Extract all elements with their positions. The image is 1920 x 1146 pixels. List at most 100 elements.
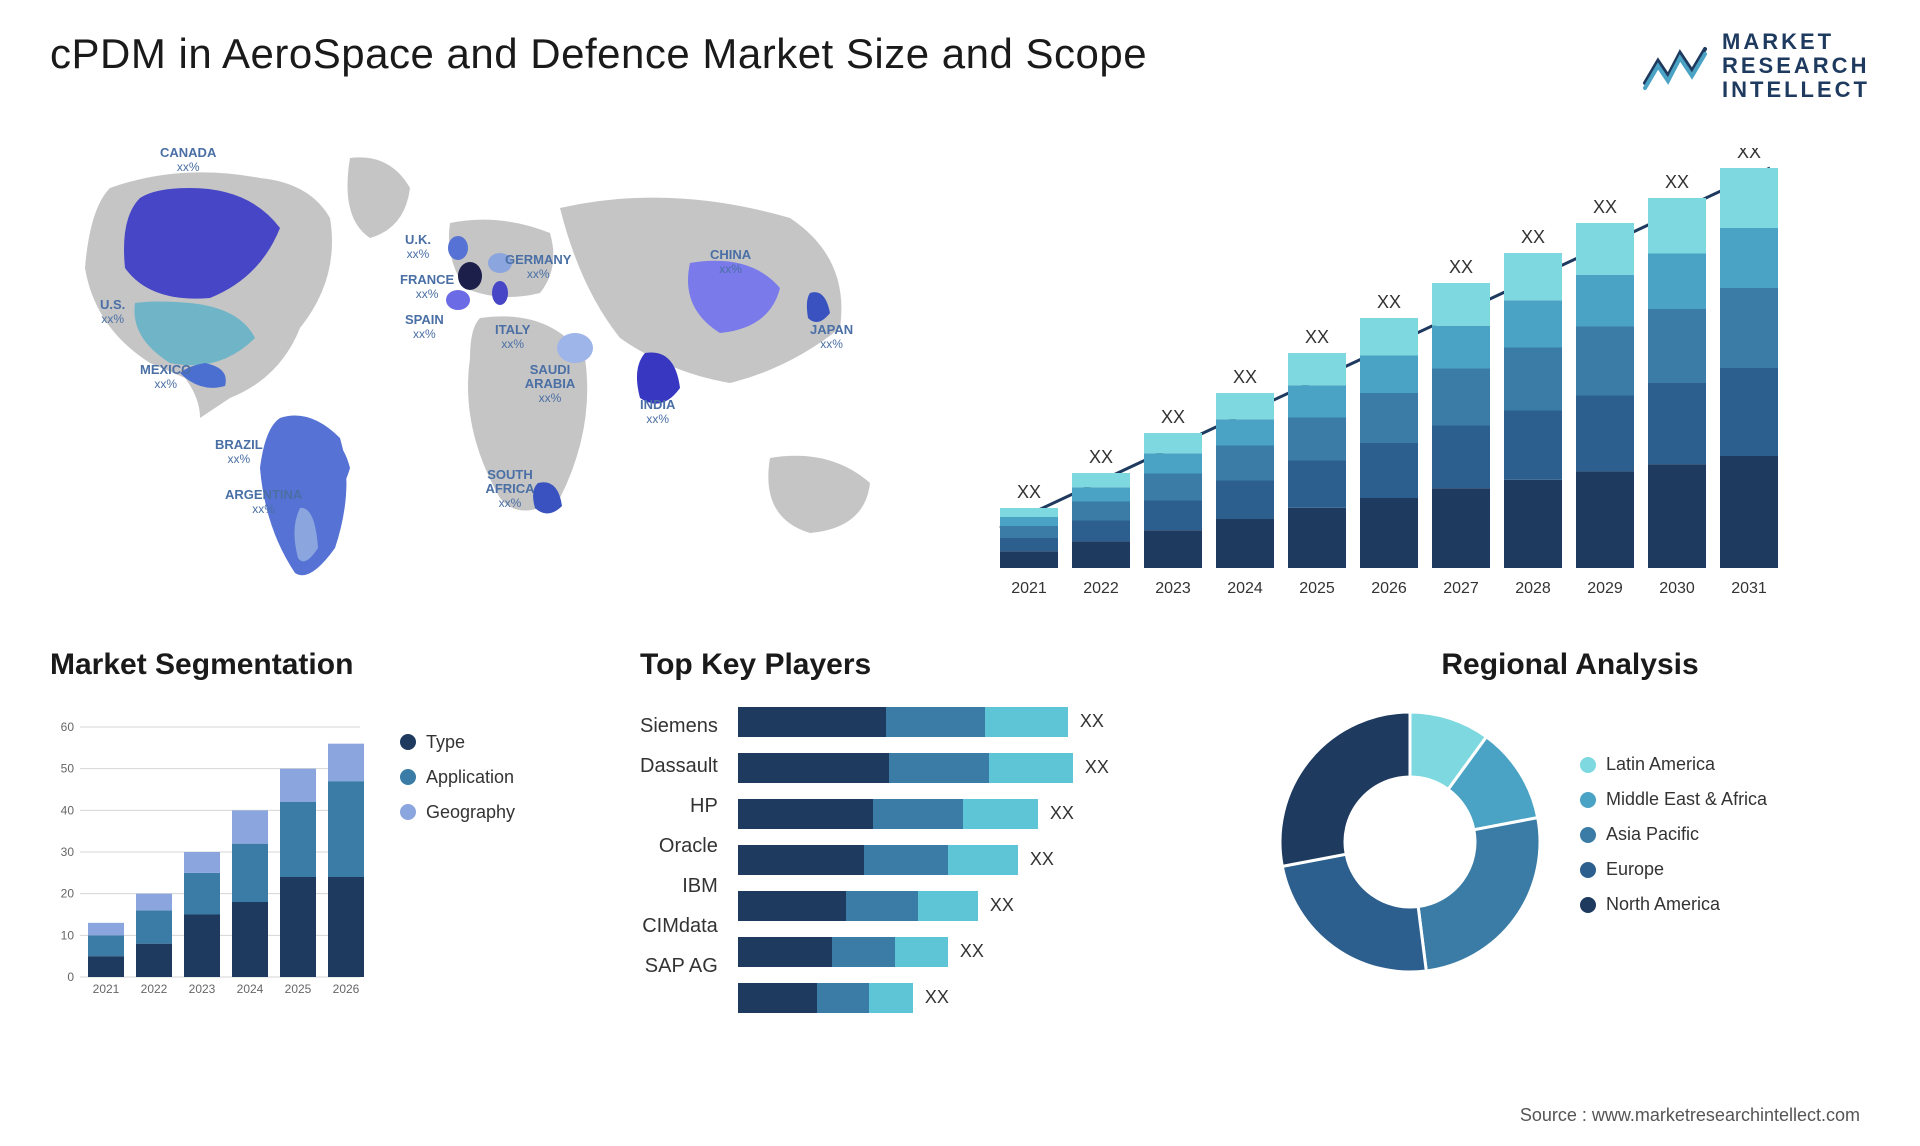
legend-label: Application [426,767,514,788]
player-value: XX [925,987,949,1008]
svg-text:XX: XX [1161,407,1185,427]
donut-svg [1270,702,1550,982]
player-name: IBM [640,866,718,906]
player-name: Oracle [640,826,718,866]
svg-text:2022: 2022 [1083,580,1119,597]
map-label: SPAINxx% [405,313,444,342]
player-bar-row: XX [738,932,1240,972]
map-label: FRANCExx% [400,273,454,302]
segmentation-legend: Type Application Geography [400,702,610,1002]
player-bar-segment [869,983,913,1013]
player-bar-segment [918,891,978,921]
svg-text:XX: XX [1665,172,1689,192]
player-bar-segment [738,937,833,967]
map-label: INDIAxx% [640,398,675,427]
map-label: CHINAxx% [710,248,751,277]
player-bar [738,845,1018,875]
map-italy [492,281,508,305]
player-bar-segment [948,845,1018,875]
legend-dot [1580,862,1596,878]
map-saudi [557,333,593,363]
map-label: JAPANxx% [810,323,853,352]
player-bar-segment [817,983,870,1013]
header: cPDM in AeroSpace and Defence Market Siz… [50,30,1870,103]
regional-legend: Latin America Middle East & Africa Asia Pa… [1580,754,1870,929]
logo-line2: RESEARCH [1722,54,1870,78]
legend-dot [1580,792,1596,808]
legend-label: Latin America [1606,754,1715,775]
svg-text:XX: XX [1089,447,1113,467]
regional-title: Regional Analysis [1270,648,1870,682]
logo: MARKET RESEARCH INTELLECT [1640,30,1870,103]
svg-text:30: 30 [61,845,75,859]
player-name: CIMdata [640,906,718,946]
logo-text: MARKET RESEARCH INTELLECT [1722,30,1870,103]
player-bar-row: XX [738,840,1240,880]
player-bar-row: XX [738,702,1240,742]
svg-text:2030: 2030 [1659,580,1695,597]
logo-icon [1640,41,1710,91]
player-bar [738,799,1038,829]
player-bar [738,753,1073,783]
map-label: SOUTH AFRICAxx% [480,468,540,511]
legend-label: North America [1606,894,1720,915]
player-bar-segment [738,891,846,921]
player-bar-segment [963,799,1038,829]
player-bar [738,707,1068,737]
legend-dot [1580,897,1596,913]
player-bar-segment [738,753,889,783]
player-bar-segment [886,707,985,737]
player-bar-row: XX [738,748,1240,788]
svg-text:10: 10 [61,928,75,942]
player-name: HP [640,786,718,826]
player-bar-segment [738,707,887,737]
segmentation-panel: Market Segmentation 01020304050602021202… [50,648,610,1048]
regional-panel: Regional Analysis Latin America Middle Ea… [1270,648,1870,1048]
player-name: Dassault [640,746,718,786]
svg-text:2021: 2021 [93,982,120,996]
player-value: XX [1080,711,1104,732]
svg-text:2023: 2023 [189,982,216,996]
player-bar-row: XX [738,886,1240,926]
player-value: XX [1050,803,1074,824]
player-value: XX [1085,757,1109,778]
map-france [458,262,482,290]
player-bar-segment [738,799,873,829]
svg-text:60: 60 [61,720,75,734]
player-name: SAP AG [640,946,718,986]
player-bar-row: XX [738,978,1240,1018]
segmentation-chart: 0102030405060202120222023202420252026 [50,702,370,1002]
player-bar-segment [832,937,895,967]
player-bar-segment [873,799,963,829]
legend-item: Type [400,732,610,753]
page-title: cPDM in AeroSpace and Defence Market Siz… [50,30,1147,78]
svg-text:2021: 2021 [1011,580,1047,597]
legend-item: Geography [400,802,610,823]
svg-text:2024: 2024 [237,982,264,996]
legend-label: Middle East & Africa [1606,789,1767,810]
svg-text:2024: 2024 [1227,580,1263,597]
svg-text:XX: XX [1233,367,1257,387]
player-bar-segment [846,891,918,921]
player-bar-segment [985,707,1068,737]
player-bar [738,937,948,967]
donut-chart [1270,702,1550,982]
svg-text:20: 20 [61,886,75,900]
player-bar [738,891,978,921]
legend-item: Latin America [1580,754,1870,775]
map-label: CANADAxx% [160,146,216,175]
player-name: Siemens [640,706,718,746]
map-label: ARGENTINAxx% [225,488,302,517]
player-bar-segment [738,845,864,875]
player-bar-segment [895,937,948,967]
player-value: XX [990,895,1014,916]
legend-label: Asia Pacific [1606,824,1699,845]
svg-text:0: 0 [67,970,74,984]
legend-dot [400,804,416,820]
svg-text:2028: 2028 [1515,580,1551,597]
player-bar-segment [738,983,817,1013]
svg-text:XX: XX [1593,197,1617,217]
logo-line1: MARKET [1722,30,1870,54]
source-text: Source : www.marketresearchintellect.com [1520,1105,1860,1126]
map-label: SAUDI ARABIAxx% [520,363,580,406]
